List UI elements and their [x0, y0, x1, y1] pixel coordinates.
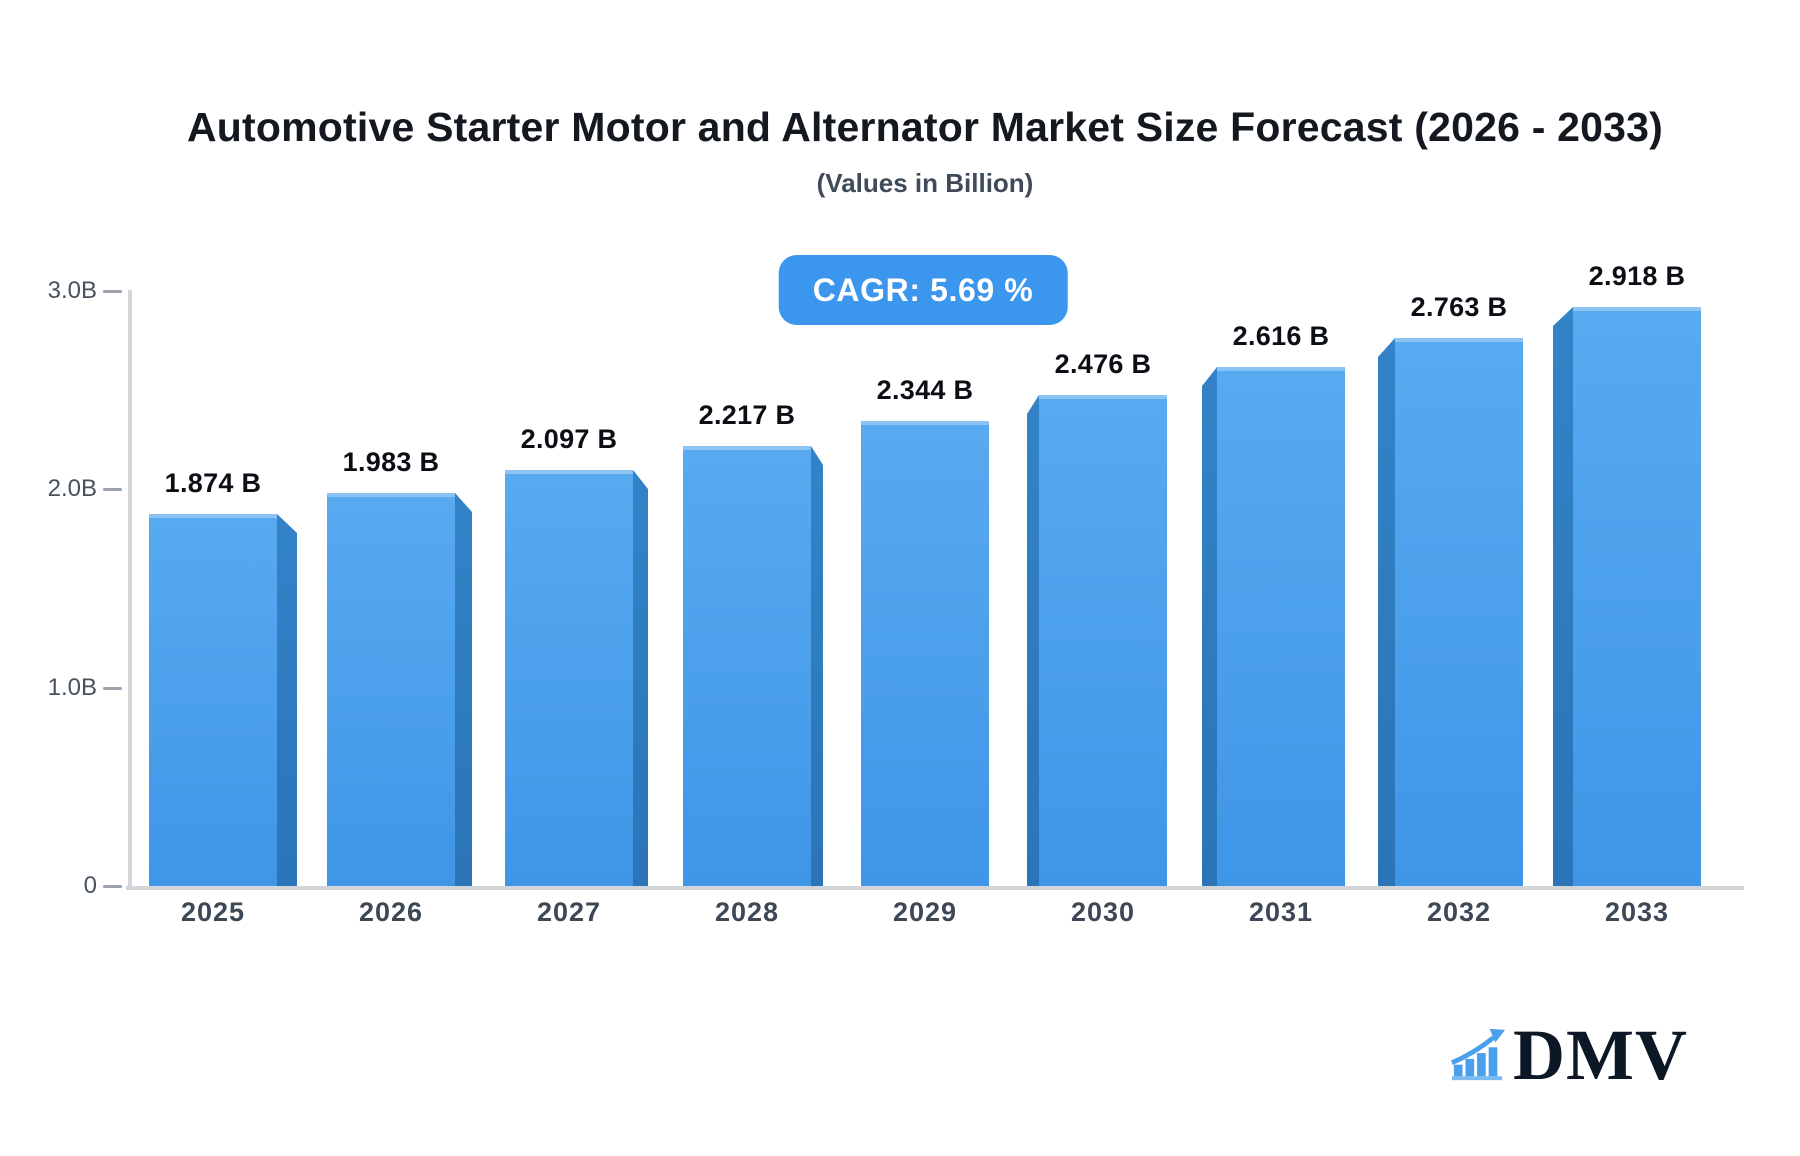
y-axis-tick-label: 0 — [83, 872, 97, 899]
chart-subtitle: (Values in Billion) — [816, 168, 1034, 198]
bar-value-label: 2.344 B — [876, 375, 974, 405]
y-axis-tick-label: 2.0B — [47, 475, 97, 502]
brand-logo: DMV — [1450, 1015, 1688, 1095]
bar — [861, 421, 989, 886]
bar — [327, 493, 455, 886]
bar-side-face — [633, 470, 648, 886]
cagr-badge: CAGR: 5.69 % — [778, 255, 1068, 325]
y-axis-tick-mark — [103, 290, 122, 293]
y-axis-tick-mark — [103, 885, 122, 888]
bar-side-face — [811, 446, 823, 886]
bar-side-face — [1202, 367, 1217, 886]
y-axis-line — [128, 290, 132, 890]
bar-value-label: 2.217 B — [698, 400, 796, 430]
bar-value-label: 2.097 B — [520, 424, 618, 454]
bar — [149, 514, 277, 886]
x-axis-label: 2025 — [180, 897, 246, 927]
bar — [1395, 338, 1523, 886]
y-axis-tick-mark — [103, 687, 122, 690]
bar-value-label: 1.983 B — [342, 447, 440, 477]
x-axis-label: 2031 — [1248, 897, 1314, 927]
x-axis-label: 2027 — [536, 897, 602, 927]
x-axis-label: 2030 — [1070, 897, 1136, 927]
x-axis-label: 2028 — [714, 897, 780, 927]
x-axis-label: 2026 — [358, 897, 424, 927]
x-axis-label: 2032 — [1426, 897, 1492, 927]
x-axis-line — [126, 886, 1744, 890]
bar-side-face — [277, 514, 297, 886]
bar-side-face — [1553, 307, 1573, 886]
bar-value-label: 2.918 B — [1588, 261, 1686, 291]
chart-title: Automotive Starter Motor and Alternator … — [186, 104, 1664, 150]
bar-value-label: 2.616 B — [1232, 321, 1330, 351]
bar — [1573, 307, 1701, 886]
bar-side-face — [1378, 338, 1395, 886]
bar-value-label: 1.874 B — [164, 468, 262, 498]
brand-logo-text: DMV — [1513, 1015, 1688, 1095]
y-axis-tick-label: 1.0B — [47, 674, 97, 701]
bar — [1039, 395, 1167, 886]
bar — [1217, 367, 1345, 886]
x-axis-label: 2033 — [1604, 897, 1670, 927]
bar-value-label: 2.763 B — [1410, 292, 1508, 322]
bar-side-face — [1027, 395, 1039, 886]
growth-chart-icon — [1450, 1028, 1506, 1081]
bar — [683, 446, 811, 886]
bar — [505, 470, 633, 886]
y-axis-tick-mark — [103, 488, 122, 491]
bar-side-face — [455, 493, 472, 886]
y-axis-tick-label: 3.0B — [47, 277, 97, 304]
x-axis-label: 2029 — [892, 897, 958, 927]
bar-value-label: 2.476 B — [1054, 349, 1152, 379]
